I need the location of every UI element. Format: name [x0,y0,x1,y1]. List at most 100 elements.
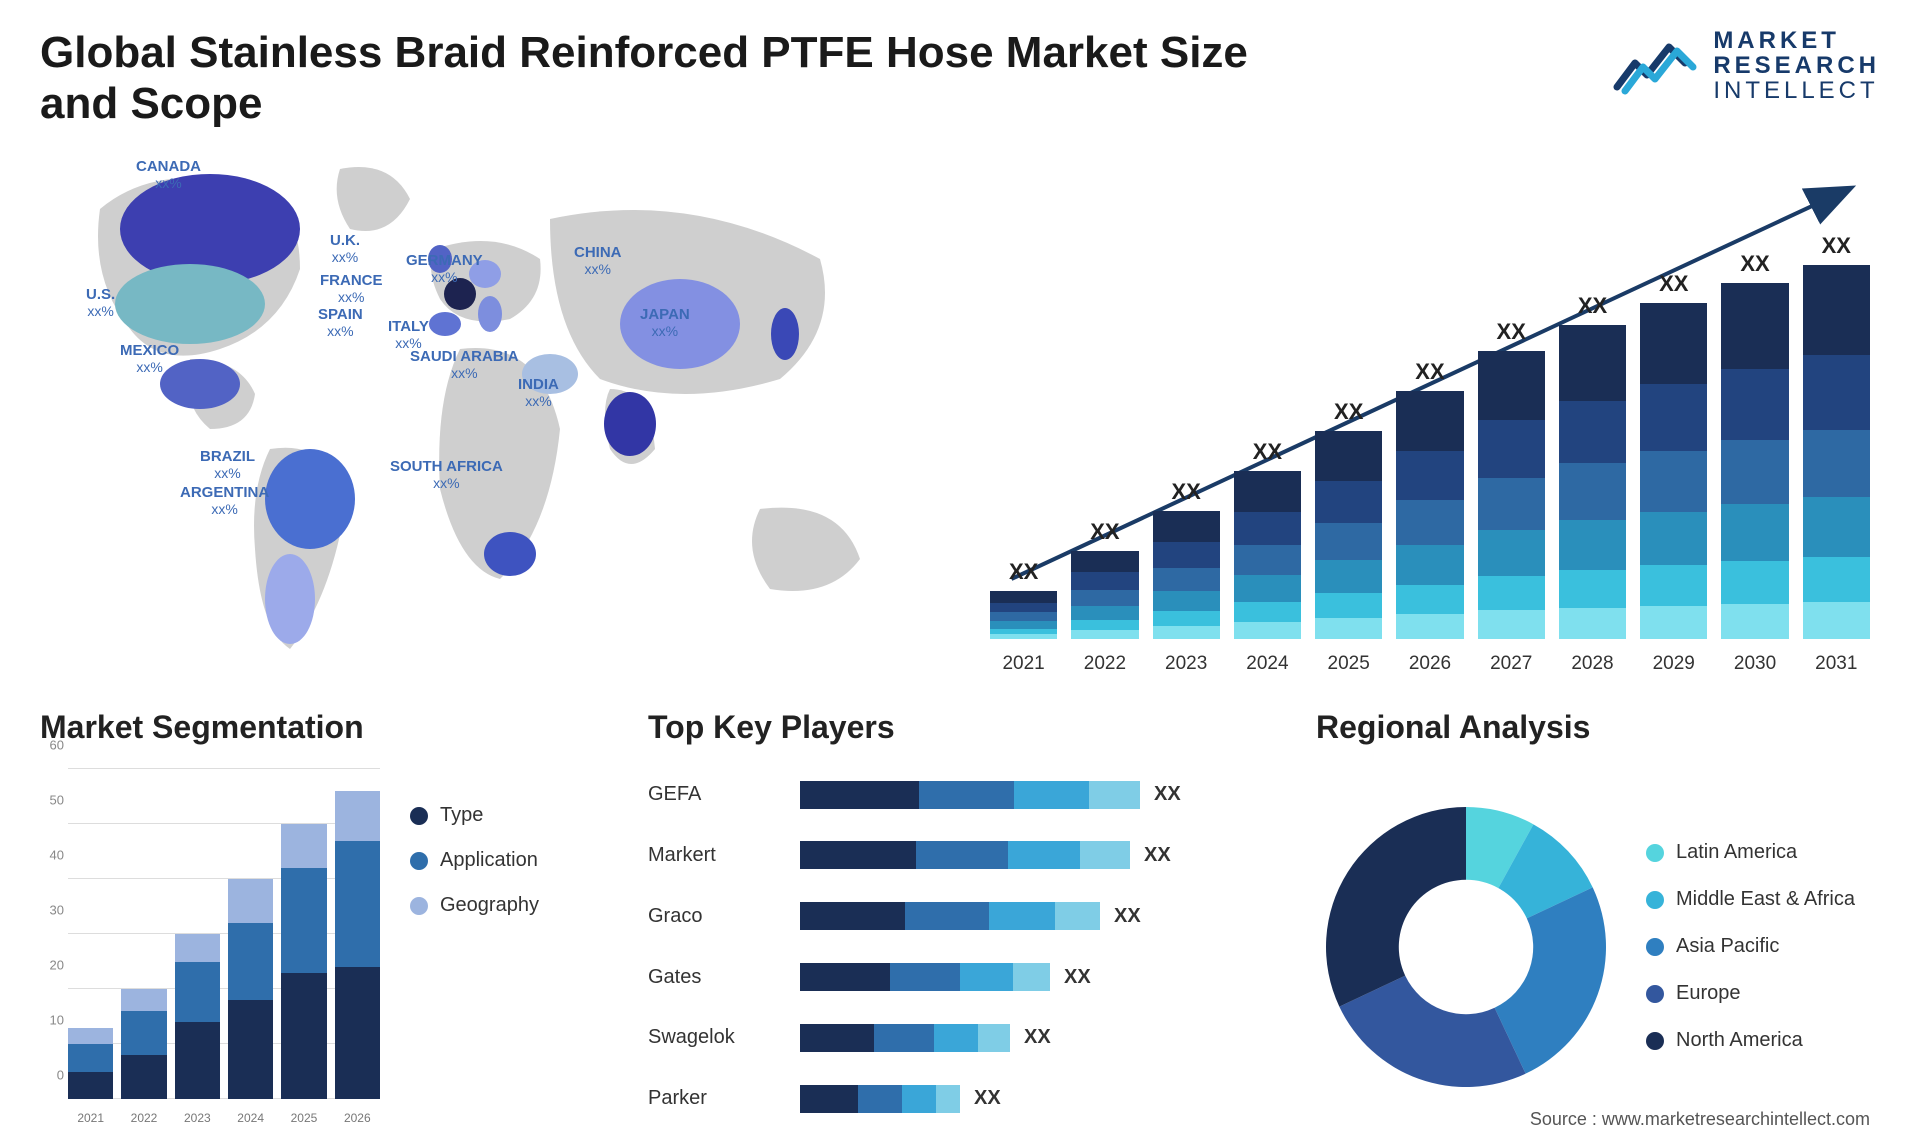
legend-label: Geography [440,894,539,917]
growth-bar-segment [1721,369,1788,440]
kp-bar-segment [1080,841,1130,869]
growth-bar-2023: XX [1153,479,1220,639]
growth-bar-segment [990,634,1057,639]
growth-bar-2027: XX [1478,319,1545,639]
map-region-u-s- [115,264,265,344]
seg-ytick: 40 [50,848,64,863]
seg-ytick: 30 [50,903,64,918]
key-players-panel: Top Key Players GEFAMarkertGracoGatesSwa… [648,709,1268,1129]
map-region-brazil [265,449,355,549]
logo-line3: INTELLECT [1713,78,1880,103]
growth-bar-segment [1721,504,1788,561]
kp-name: Gates [648,966,778,989]
kp-bar-segment [1013,963,1051,991]
seg-bar-segment [281,973,326,1100]
growth-xlabel: 2026 [1396,653,1463,675]
regional-legend-item: Middle East & Africa [1646,888,1880,911]
growth-bar-segment [1071,551,1138,572]
seg-legend-item: Application [410,849,600,872]
kp-bar-segment [800,841,916,869]
map-label-germany: GERMANYxx% [406,253,483,285]
growth-xlabel: 2030 [1721,653,1788,675]
growth-bar-segment [1478,576,1545,611]
kp-row: XX [800,1085,1268,1113]
kp-bar-segment [874,1024,935,1052]
growth-bar-segment [1315,618,1382,639]
legend-label: Middle East & Africa [1676,888,1855,911]
legend-label: Asia Pacific [1676,935,1779,958]
seg-bar-2025 [281,824,326,1099]
seg-bar-segment [121,989,166,1011]
growth-bar-value: XX [1822,233,1851,259]
growth-bar-value: XX [1090,519,1119,545]
legend-swatch-icon [410,897,428,915]
kp-bar-segment [960,963,1013,991]
seg-bar-segment [68,1044,113,1072]
seg-bar-segment [175,962,220,1023]
map-label-u-k-: U.K.xx% [330,233,360,265]
growth-bar-segment [1071,590,1138,606]
growth-bar-segment [990,603,1057,613]
kp-bar-segment [800,781,919,809]
world-map-panel: CANADAxx%U.S.xx%MEXICOxx%BRAZILxx%ARGENT… [40,149,940,679]
growth-bar-2029: XX [1640,271,1707,639]
growth-bar-segment [1803,355,1870,430]
seg-legend-item: Geography [410,894,600,917]
kp-bar-segment [934,1024,978,1052]
growth-bar-segment [1315,431,1382,481]
seg-bar-segment [281,868,326,973]
legend-label: North America [1676,1029,1803,1052]
kp-bar-segment [919,781,1014,809]
growth-xlabel: 2029 [1640,653,1707,675]
map-label-mexico: MEXICOxx% [120,343,179,375]
growth-bar-segment [1803,602,1870,639]
growth-bar-value: XX [1659,271,1688,297]
seg-ytick: 0 [57,1068,64,1083]
growth-bar-segment [990,591,1057,603]
seg-bar-segment [335,967,380,1099]
map-region-spain [429,312,461,336]
kp-bar-segment [916,841,1008,869]
map-label-japan: JAPANxx% [640,307,690,339]
seg-ytick: 50 [50,793,64,808]
kp-bar-segment [858,1085,903,1113]
seg-bar-segment [121,1055,166,1099]
kp-bar-segment [800,1024,874,1052]
growth-bar-value: XX [1415,359,1444,385]
legend-swatch-icon [1646,985,1664,1003]
growth-bar-segment [1803,557,1870,602]
seg-bar-segment [228,879,273,923]
kp-bar [800,781,1140,809]
kp-bar-segment [800,963,890,991]
growth-bar-segment [1721,440,1788,504]
growth-bar-2024: XX [1234,439,1301,639]
seg-xlabel: 2021 [68,1111,113,1125]
growth-bar-segment [990,612,1057,621]
map-label-italy: ITALYxx% [388,319,429,351]
kp-bar-segment [1008,841,1081,869]
kp-name: Parker [648,1087,778,1110]
kp-row: XX [800,1024,1268,1052]
growth-bar-2022: XX [1071,519,1138,639]
seg-ytick: 10 [50,1013,64,1028]
map-region-argentina [265,554,315,644]
seg-ytick: 20 [50,958,64,973]
growth-xlabel: 2023 [1153,653,1220,675]
kp-bar-segment [978,1024,1010,1052]
growth-bar-segment [1721,604,1788,640]
regional-legend-item: Latin America [1646,841,1880,864]
growth-bar-value: XX [1334,399,1363,425]
growth-bar-segment [1153,611,1220,626]
growth-bar-segment [1396,585,1463,615]
growth-xlabel: 2021 [990,653,1057,675]
growth-bar-segment [1478,478,1545,530]
growth-xlabel: 2024 [1234,653,1301,675]
key-players-title: Top Key Players [648,709,1268,746]
segmentation-title: Market Segmentation [40,709,600,746]
growth-bar-segment [1315,523,1382,560]
segmentation-chart: 0102030405060 202120222023202420252026 [40,764,380,1129]
growth-bar-segment [1153,511,1220,542]
kp-bar-segment [936,1085,960,1113]
seg-xlabel: 2024 [228,1111,273,1125]
growth-bar-segment [1071,630,1138,639]
